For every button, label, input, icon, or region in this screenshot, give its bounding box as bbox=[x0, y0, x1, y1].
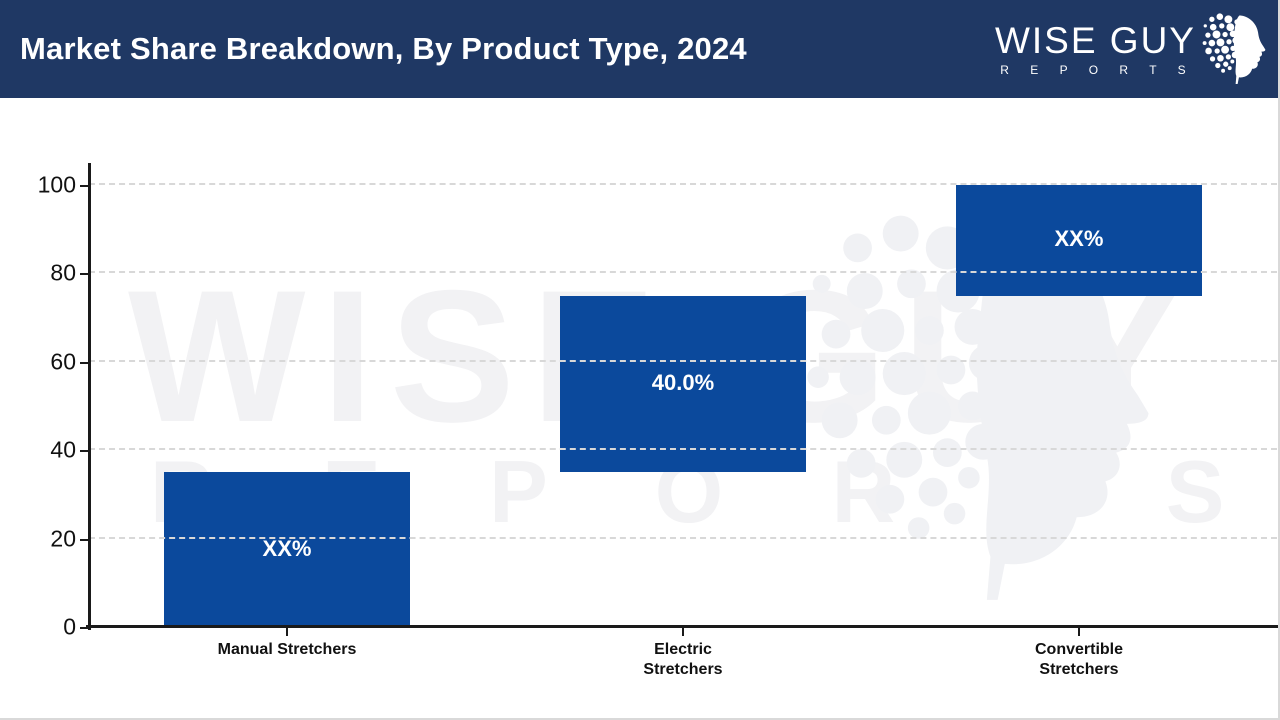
bar-slot: XX% bbox=[89, 163, 485, 627]
header-bar: Market Share Breakdown, By Product Type,… bbox=[0, 0, 1278, 98]
x-tick-mark bbox=[682, 628, 684, 636]
y-tick-label: 40 bbox=[50, 436, 76, 463]
brand-subtitle: R E P O R T S bbox=[1000, 62, 1195, 77]
bar-value-label: XX% bbox=[1054, 226, 1104, 252]
y-tick-mark bbox=[80, 361, 89, 364]
bar-manual-stretchers: XX% bbox=[164, 472, 410, 627]
plot-area: XX% 40.0% XX% bbox=[89, 163, 1277, 627]
bar-electric-stretchers: 40.0% bbox=[560, 295, 806, 473]
y-tick-mark bbox=[80, 627, 89, 629]
gridline-20 bbox=[89, 536, 1277, 539]
x-category-label: Electric Stretchers bbox=[643, 641, 723, 678]
y-tick-mark bbox=[80, 538, 89, 541]
gridline-80 bbox=[89, 271, 1277, 274]
brand-logo: WISE GUY R E P O R T S bbox=[995, 7, 1266, 91]
y-axis-line bbox=[88, 163, 91, 630]
bar-slot: XX% bbox=[881, 163, 1277, 627]
gridline-100 bbox=[89, 183, 1277, 186]
y-tick-label: 100 bbox=[37, 171, 76, 198]
brand-face-icon bbox=[1200, 7, 1266, 91]
gridline-40 bbox=[89, 448, 1277, 451]
x-axis-line bbox=[86, 625, 1278, 628]
y-tick-mark bbox=[80, 185, 89, 188]
brand-logo-text: WISE GUY R E P O R T S bbox=[995, 22, 1196, 77]
brand-name: WISE GUY bbox=[994, 19, 1196, 61]
y-axis-tick-labels: 0 20 40 60 80 100 bbox=[0, 163, 76, 640]
y-tick-label: 0 bbox=[63, 613, 76, 640]
bar-value-label: 40.0% bbox=[651, 369, 715, 395]
y-tick-label: 80 bbox=[50, 259, 76, 286]
page-title: Market Share Breakdown, By Product Type,… bbox=[20, 31, 747, 66]
y-tick-label: 60 bbox=[50, 348, 76, 375]
y-tick-label: 20 bbox=[50, 525, 76, 552]
bar-value-label: XX% bbox=[262, 535, 312, 561]
x-category-label: Convertible Stretchers bbox=[1034, 641, 1123, 678]
y-tick-mark bbox=[80, 450, 89, 453]
x-category-label: Manual Stretchers bbox=[217, 641, 357, 658]
bar-slot: 40.0% bbox=[485, 163, 881, 627]
x-tick-mark bbox=[1078, 628, 1080, 636]
y-tick-mark bbox=[80, 273, 89, 276]
x-tick-mark bbox=[286, 628, 288, 636]
bar-convertible-stretchers: XX% bbox=[956, 185, 1202, 296]
gridline-60 bbox=[89, 359, 1277, 362]
